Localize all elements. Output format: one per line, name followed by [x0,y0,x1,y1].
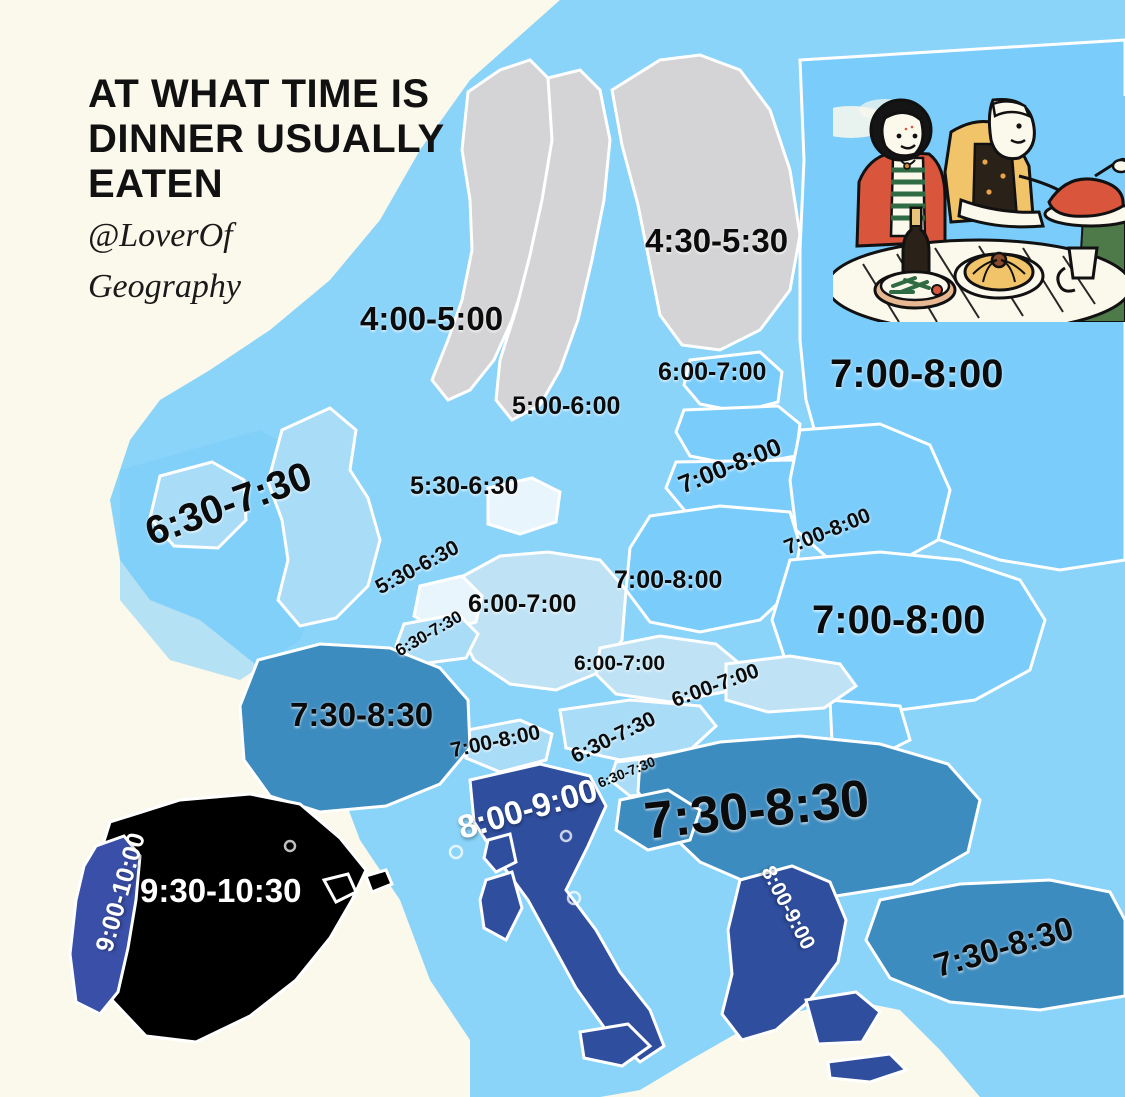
page-title-line-2: DINNER USUALLY [88,116,445,161]
label-ukraine: 7:00-8:00 [812,598,986,642]
label-poland: 7:00-8:00 [614,566,723,594]
label-germany: 6:00-7:00 [468,590,577,618]
label-russia: 7:00-8:00 [830,352,1004,396]
region-nordic-grey [430,53,802,422]
label-estonia: 6:00-7:00 [658,358,767,386]
page-title-line-1: AT WHAT TIME IS [88,72,430,116]
author-handle-line-2: Geography [88,267,241,305]
label-spain: 9:30-10:30 [140,872,302,909]
title-block: AT WHAT TIME IS DINNER USUALLY EATEN @Lo… [88,72,508,307]
map-coastline-accents [283,829,582,906]
region-uk-ireland-benelux-alpine [148,406,719,798]
region-france-balkans-turkey [238,642,1125,1012]
region-iberia [68,792,394,1044]
label-norway: 4:00-5:00 [360,300,504,337]
author-handle-line-1: @LoverOf [88,217,233,255]
label-denmark: 5:30-6:30 [410,472,519,500]
label-czechia: 6:00-7:00 [574,652,666,675]
family-dinner-table-illustration [833,96,1125,322]
region-italy-greece-albania [468,762,909,1084]
page-title-line-3: EATEN [88,161,224,206]
label-finland: 4:30-5:30 [645,222,789,259]
label-sweden: 5:00-6:00 [512,392,621,420]
region-germany-czechia-slovakia [454,550,859,714]
label-france: 7:30-8:30 [290,696,434,733]
